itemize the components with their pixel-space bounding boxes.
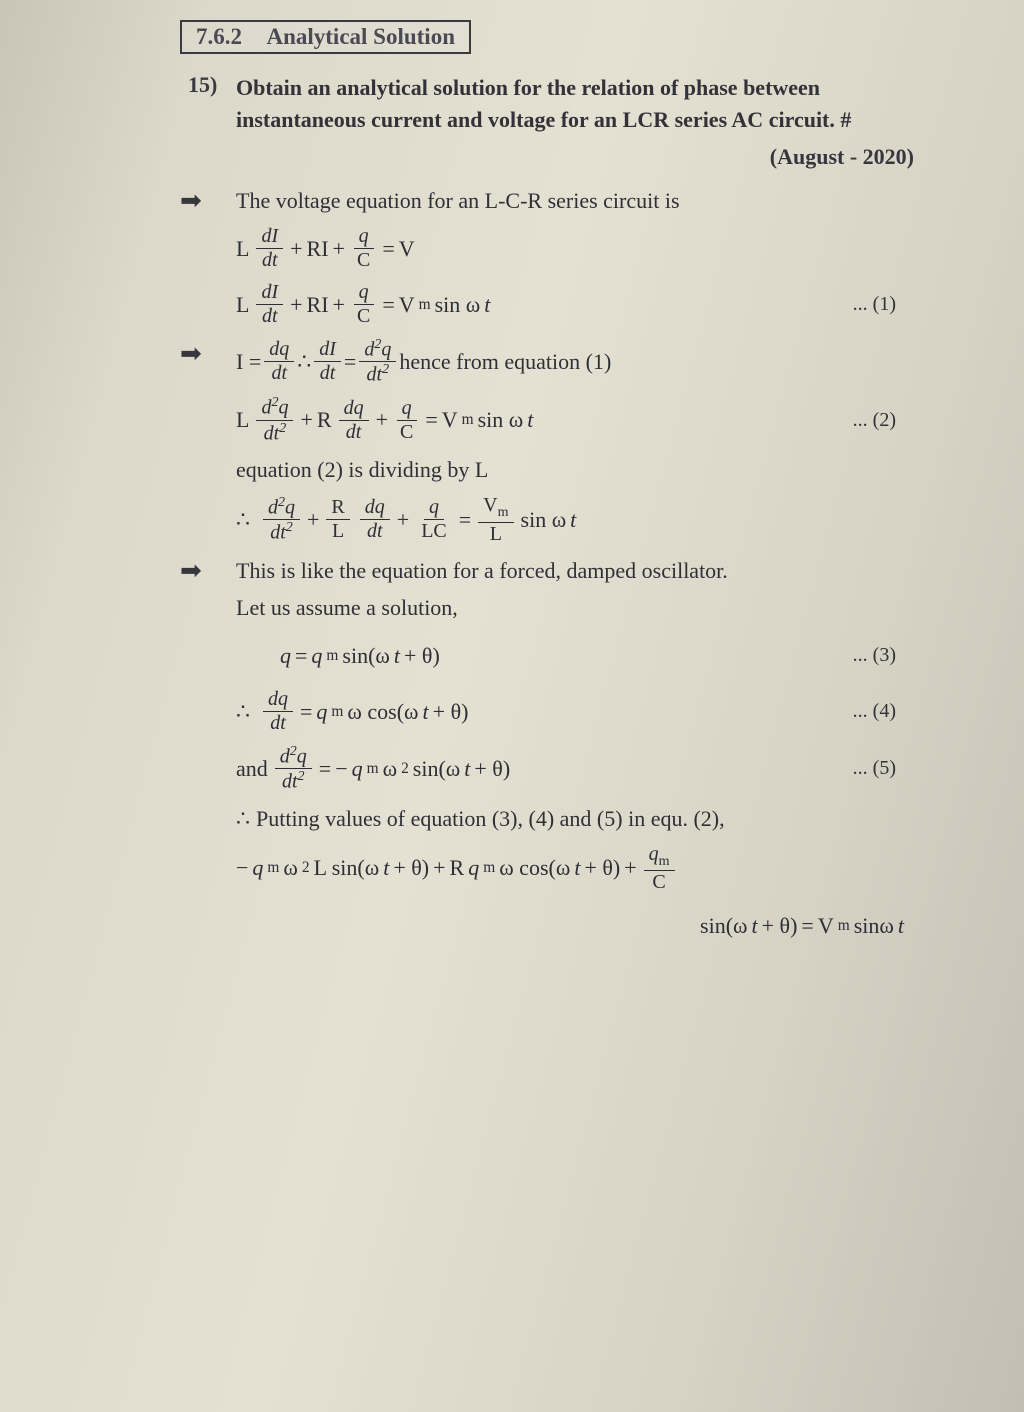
section-number: 7.6.2 — [196, 24, 242, 49]
eq2-ref: ... (2) — [853, 409, 934, 432]
section-header-box: 7.6.2 Analytical Solution — [180, 20, 471, 54]
date-reference: (August - 2020) — [180, 144, 934, 170]
equation-1: L dI dt + RI + q C = Vm sin ωt ... (1) — [180, 281, 934, 329]
equation-5: and d2q dt2 = − qm ω2 sin(ωt + θ) ... (5… — [180, 744, 934, 794]
eq1-ref: ... (1) — [853, 293, 934, 316]
equation-div-L: ∴ d2q dt2 + R L dq dt + q LC = Vm — [180, 494, 934, 545]
putting-text: Putting values of equation (3), (4) and … — [256, 802, 725, 835]
equation-basic: L dI dt + RI + q C = V — [180, 225, 934, 273]
frac-q-C: q C — [352, 225, 375, 272]
forced-damped-text: This is like the equation for a forced, … — [236, 554, 728, 587]
arrow-icon: ➡ — [180, 184, 236, 217]
derivative-row: ➡ I = dq dt ∴ dI dt = d2q dt2 hence from… — [180, 337, 934, 387]
question-row: 15) Obtain an analytical solution for th… — [180, 72, 934, 136]
intro-row: ➡ The voltage equation for an L-C-R seri… — [180, 184, 934, 217]
equation-4: ∴ dq dt = qm ω cos(ωt + θ) ... (4) — [180, 688, 934, 736]
assume-text: Let us assume a solution, — [180, 591, 934, 624]
forced-damped-row: ➡ This is like the equation for a forced… — [180, 554, 934, 587]
eq5-ref: ... (5) — [853, 757, 934, 780]
equation-3: q = qm sin(ωt + θ) ... (3) — [180, 632, 934, 680]
hence-text: hence from equation (1) — [399, 345, 611, 378]
eq4-ref: ... (4) — [853, 700, 934, 723]
putting-row: ∴ Putting values of equation (3), (4) an… — [180, 802, 934, 835]
equation-final: sin(ωt + θ) = Vm sinωt — [180, 902, 934, 950]
eq-basic-content: L dI dt + RI + q C = V — [236, 225, 934, 272]
therefore-symbol: ∴ — [236, 802, 250, 835]
arrow-icon: ➡ — [180, 554, 236, 587]
divide-by-L: equation (2) is dividing by L — [180, 453, 934, 486]
arrow-icon: ➡ — [180, 337, 236, 387]
equation-substitution: − qm ω2 L sin(ωt + θ) + Rqm ω cos(ωt + θ… — [180, 843, 934, 894]
question-number: 15) — [188, 72, 236, 136]
equation-2: L d2q dt2 + R dq dt + q C = Vm sin ωt ..… — [180, 395, 934, 445]
question-text: Obtain an analytical solution for the re… — [236, 72, 934, 136]
intro-text: The voltage equation for an L-C-R series… — [236, 184, 680, 217]
eq1-content: L dI dt + RI + q C = Vm sin ωt — [236, 281, 853, 328]
textbook-page: 7.6.2 Analytical Solution 15) Obtain an … — [0, 0, 1024, 1412]
frac-dI-dt: dI dt — [256, 225, 283, 272]
therefore-symbol: ∴ — [236, 699, 250, 725]
therefore-symbol: ∴ — [236, 507, 250, 533]
eq3-ref: ... (3) — [853, 644, 934, 667]
section-title: Analytical Solution — [266, 24, 455, 49]
